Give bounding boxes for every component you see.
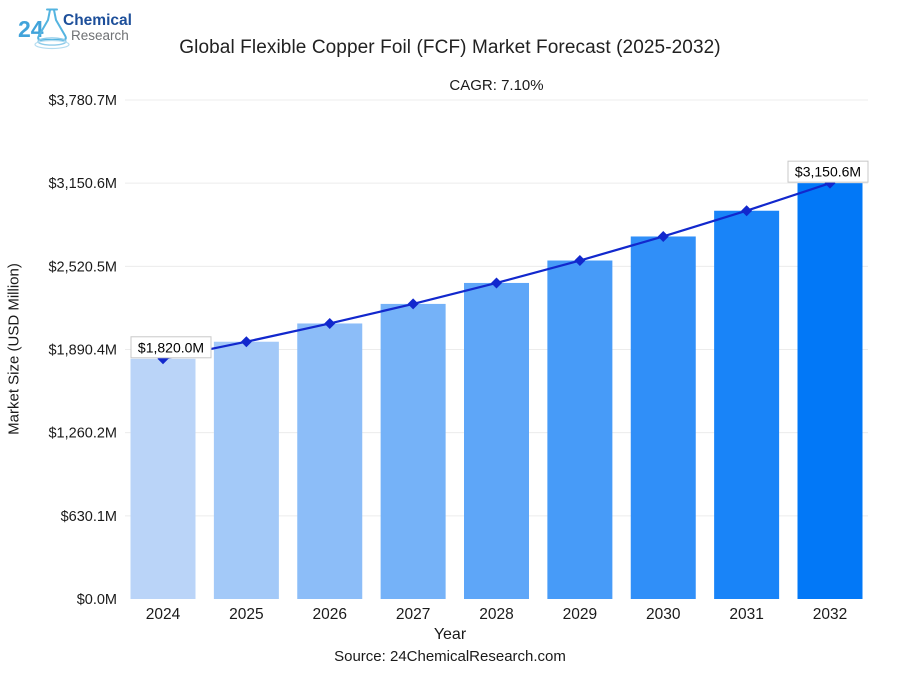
annotation-box-2024	[130, 336, 212, 359]
marker-2025	[240, 336, 252, 348]
brand-logo-graphic: 24 Chemical Research	[18, 8, 132, 50]
marker-2028	[491, 277, 502, 289]
logo-line1: Chemical	[63, 12, 132, 29]
bar-2031	[714, 210, 780, 599]
x-axis-title: Year	[433, 626, 467, 643]
y-tick-label: $0.0M	[77, 592, 117, 608]
y-tick-label: $1,890.4M	[48, 342, 117, 358]
flask-icon	[34, 8, 70, 50]
marker-2029	[574, 255, 586, 267]
x-tick-label: 2026	[313, 606, 347, 623]
annotation-label-2032: $3,150.6M	[795, 164, 861, 180]
bar-2026	[297, 323, 363, 599]
marker-2026	[324, 317, 336, 329]
y-tick-label: $630.1M	[61, 509, 117, 525]
annotation-box-2032	[787, 160, 869, 183]
x-tick-label: 2024	[146, 606, 181, 623]
y-tick-label: $1,260.2M	[48, 426, 117, 442]
bar-2030	[630, 236, 696, 599]
logo-number: 24	[18, 16, 44, 42]
y-tick-label: $2,520.5M	[48, 259, 117, 275]
bar-2029	[547, 260, 613, 599]
bar-2025	[213, 341, 279, 599]
annotation-label-2024: $1,820.0M	[138, 339, 204, 355]
marker-2030	[657, 230, 669, 242]
bar-2027	[380, 303, 446, 599]
marker-2027	[407, 298, 419, 310]
bar-2024	[130, 358, 196, 599]
source-text: Source: 24ChemicalResearch.com	[334, 648, 566, 665]
x-tick-label: 2025	[229, 606, 263, 623]
bar-2028	[464, 282, 529, 599]
y-tick-label: $3,150.6M	[48, 176, 117, 192]
x-tick-label: 2029	[563, 606, 597, 623]
x-tick-label: 2031	[729, 606, 763, 623]
brand-logo: 24 Chemical Research	[16, 5, 146, 51]
x-tick-label: 2032	[813, 606, 847, 623]
x-tick-label: 2027	[396, 606, 430, 623]
x-tick-label: 2030	[646, 606, 681, 623]
bar-2032	[797, 183, 863, 599]
chart-title: Global Flexible Copper Foil (FCF) Market…	[179, 37, 721, 58]
x-tick-label: 2028	[479, 606, 513, 623]
logo-line2: Research	[71, 28, 129, 43]
y-axis-title: Market Size (USD Million)	[5, 263, 23, 435]
marker-2031	[741, 205, 753, 217]
chart-subtitle: CAGR: 7.10%	[449, 77, 544, 94]
y-tick-label: $3,780.7M	[48, 93, 117, 109]
